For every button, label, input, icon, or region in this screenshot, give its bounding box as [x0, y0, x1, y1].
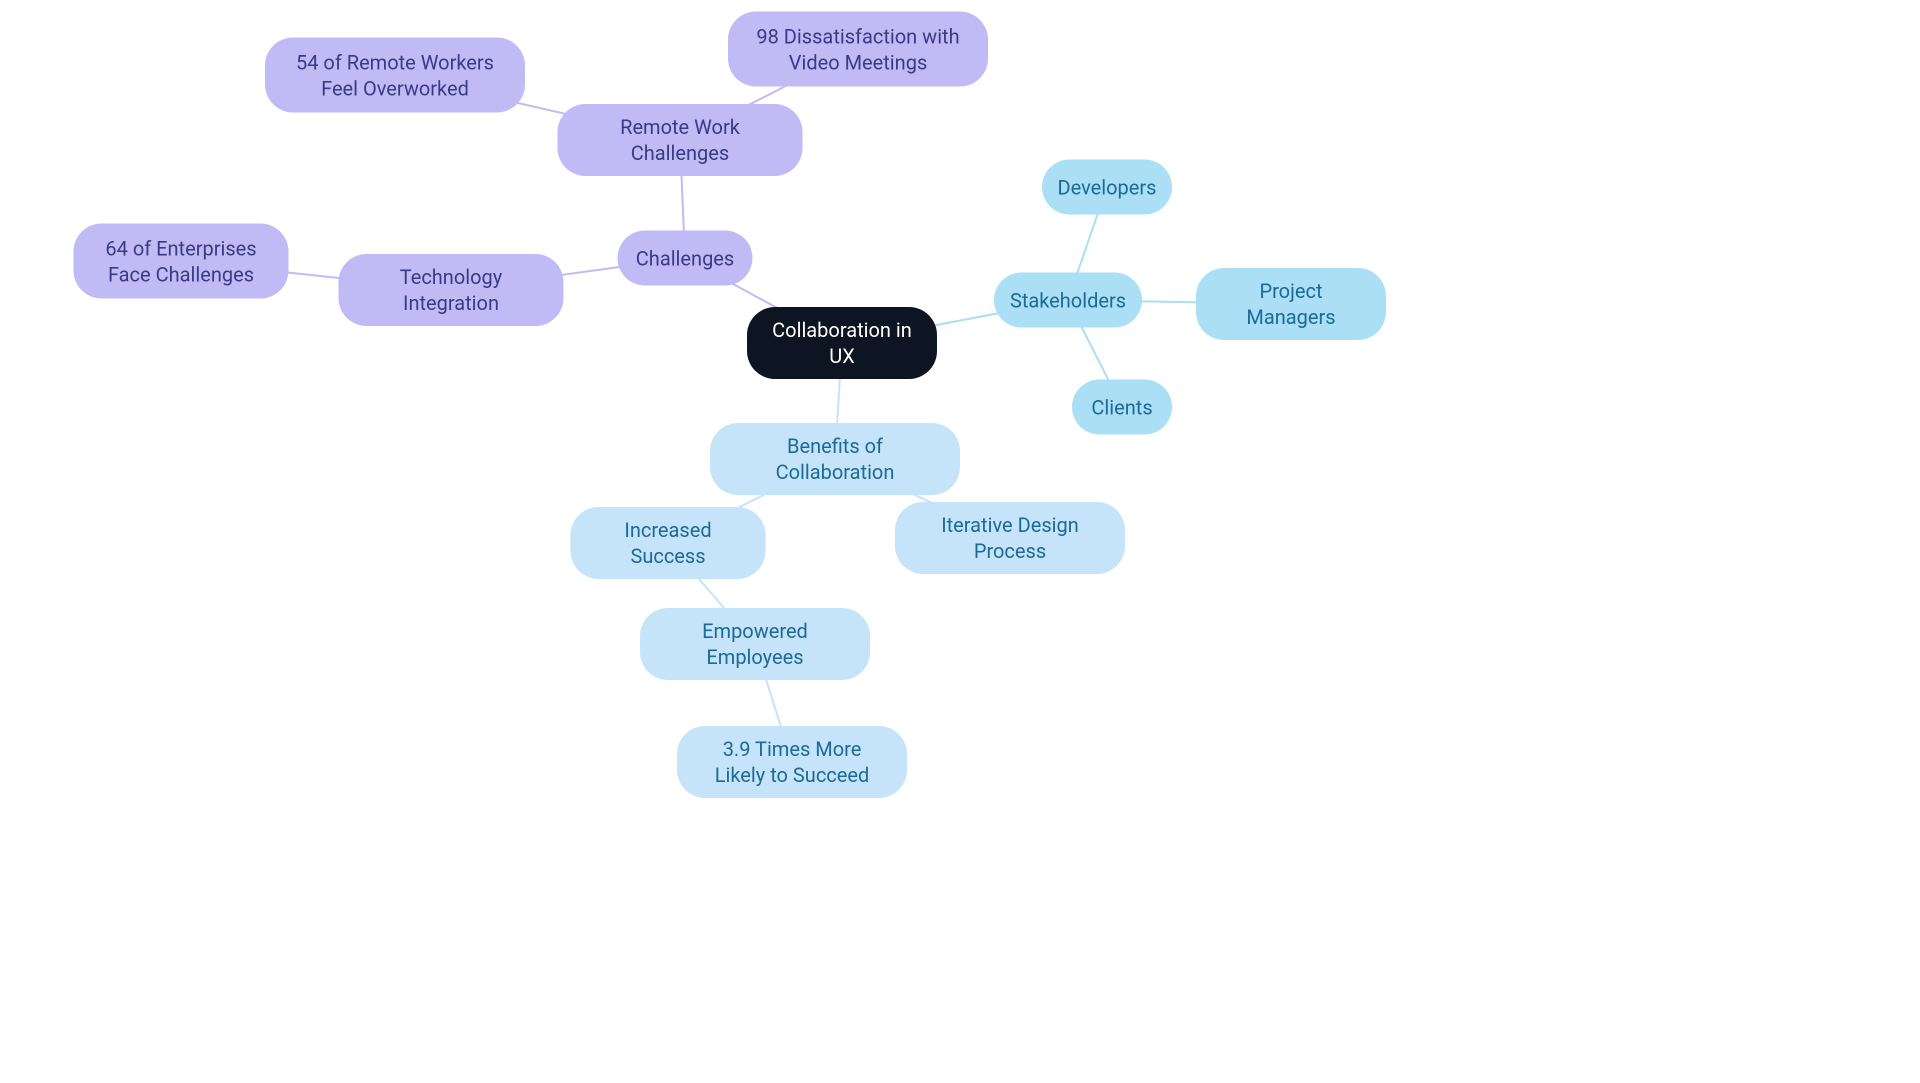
node-remote: Remote Work Challenges: [558, 104, 803, 176]
node-success: Increased Success: [571, 507, 766, 579]
node-video: 98 Dissatisfaction with Video Meetings: [728, 12, 988, 87]
node-challenges: Challenges: [618, 231, 753, 286]
node-iterative: Iterative Design Process: [895, 502, 1125, 574]
node-overworked: 54 of Remote Workers Feel Overworked: [265, 38, 525, 113]
node-benefits: Benefits of Collaboration: [710, 423, 960, 495]
node-empowered: Empowered Employees: [640, 608, 870, 680]
node-enterprises: 64 of Enterprises Face Challenges: [74, 224, 289, 299]
node-likely: 3.9 Times More Likely to Succeed: [677, 726, 907, 798]
node-pm: Project Managers: [1196, 268, 1386, 340]
node-developers: Developers: [1042, 160, 1172, 215]
node-stakeholders: Stakeholders: [994, 273, 1142, 328]
node-root: Collaboration in UX: [747, 307, 937, 379]
node-tech: Technology Integration: [339, 254, 564, 326]
node-clients: Clients: [1072, 380, 1172, 435]
diagram-canvas: Collaboration in UX Stakeholders Developer…: [0, 0, 1920, 1083]
